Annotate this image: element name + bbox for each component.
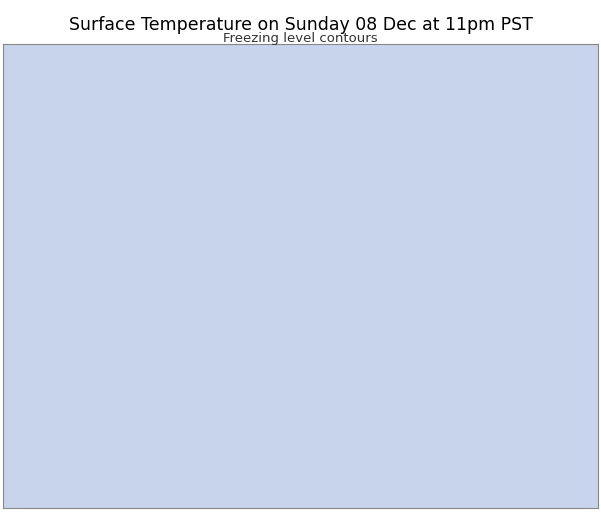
Text: Freezing level contours: Freezing level contours: [223, 32, 378, 45]
Text: Surface Temperature on Sunday 08 Dec at 11pm PST: Surface Temperature on Sunday 08 Dec at …: [69, 16, 532, 34]
